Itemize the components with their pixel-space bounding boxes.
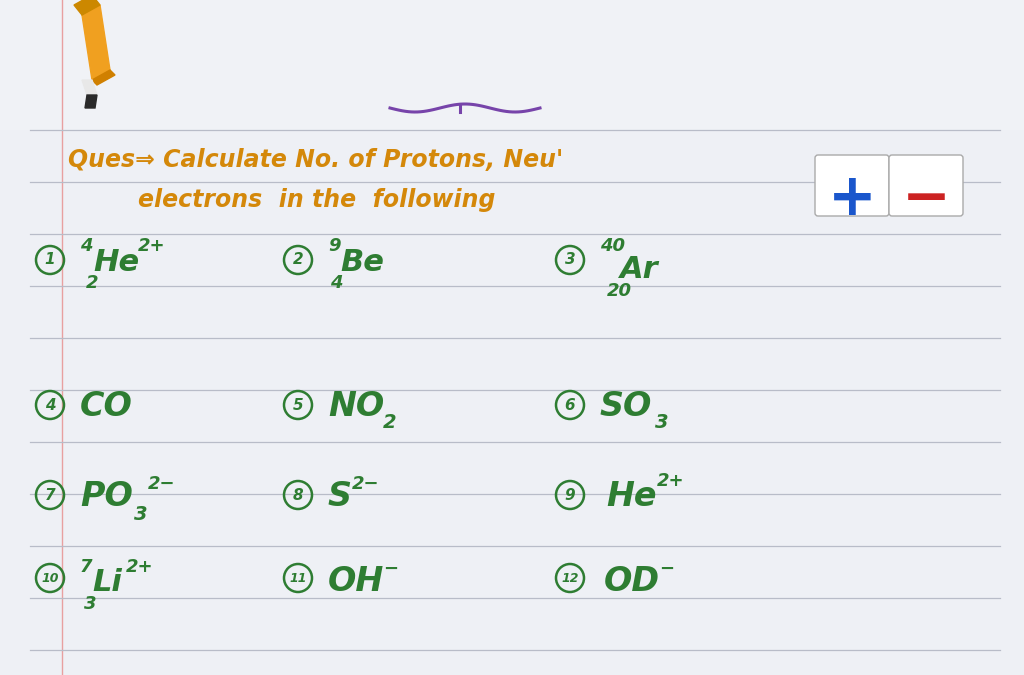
Text: 2+: 2+	[657, 472, 685, 490]
Text: 2: 2	[383, 413, 396, 432]
Text: Ar: Ar	[620, 255, 658, 284]
Text: −: −	[383, 560, 398, 578]
Text: 4: 4	[45, 398, 55, 412]
Text: 12: 12	[561, 572, 579, 585]
Polygon shape	[82, 80, 97, 95]
Text: OD: OD	[604, 565, 660, 598]
Polygon shape	[74, 0, 100, 15]
Text: −: −	[901, 170, 950, 227]
Text: +: +	[827, 170, 877, 227]
Polygon shape	[92, 70, 115, 85]
Text: 3: 3	[564, 252, 575, 267]
Polygon shape	[82, 5, 110, 80]
Text: −: −	[659, 560, 674, 578]
Text: He: He	[93, 248, 139, 277]
FancyBboxPatch shape	[815, 155, 889, 216]
Text: Li: Li	[92, 568, 122, 597]
Polygon shape	[85, 95, 97, 108]
Text: NO: NO	[328, 390, 384, 423]
Text: 20: 20	[607, 282, 632, 300]
Text: 5: 5	[293, 398, 303, 412]
Text: 1: 1	[45, 252, 55, 267]
Text: 4: 4	[330, 274, 342, 292]
Text: 3: 3	[84, 595, 96, 613]
Text: 3: 3	[134, 505, 147, 524]
Bar	[0, 0, 1024, 130]
Text: OH: OH	[328, 565, 384, 598]
FancyBboxPatch shape	[889, 155, 963, 216]
Text: electrons  in the  following: electrons in the following	[138, 188, 496, 212]
Text: Ques⇒ Calculate No. of Protons, Neu': Ques⇒ Calculate No. of Protons, Neu'	[68, 148, 563, 172]
Text: 8: 8	[293, 487, 303, 502]
Text: 7: 7	[80, 558, 92, 576]
Text: 3: 3	[655, 413, 669, 432]
Text: 10: 10	[41, 572, 58, 585]
Text: 2+: 2+	[126, 558, 154, 576]
Text: 6: 6	[564, 398, 575, 412]
Text: SO: SO	[600, 390, 652, 423]
Text: 4: 4	[80, 237, 92, 255]
Text: 2: 2	[86, 274, 98, 292]
Text: He: He	[606, 480, 656, 513]
Text: 40: 40	[600, 237, 625, 255]
Text: 2+: 2+	[138, 237, 166, 255]
Text: 11: 11	[289, 572, 307, 585]
Text: CO: CO	[80, 390, 133, 423]
Text: 2−: 2−	[148, 475, 176, 493]
Text: PO: PO	[80, 480, 133, 513]
Text: 7: 7	[45, 487, 55, 502]
Text: 9: 9	[328, 237, 341, 255]
Text: S: S	[328, 480, 352, 513]
Text: 2−: 2−	[352, 475, 380, 493]
Text: Be: Be	[340, 248, 384, 277]
Text: 2: 2	[293, 252, 303, 267]
Text: 9: 9	[564, 487, 575, 502]
